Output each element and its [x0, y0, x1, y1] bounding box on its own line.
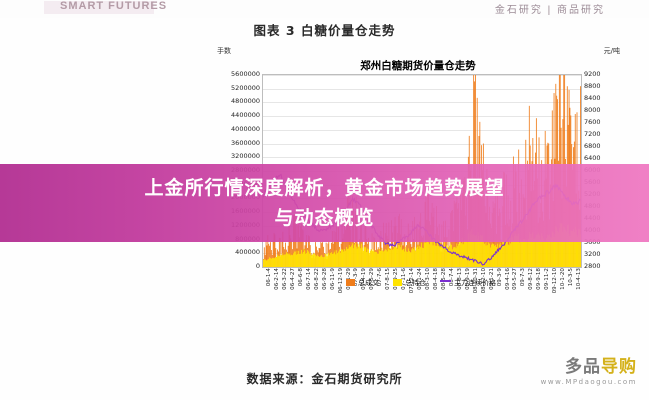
y-tick-left: 5600000 — [231, 70, 260, 78]
y-tick-right: 8400 — [584, 94, 601, 102]
brand-logo-text: SMART FUTURES — [60, 0, 168, 12]
watermark-main-b: 导购 — [601, 357, 637, 377]
y-tick-right: 9200 — [584, 70, 601, 78]
y-tick-right: 6800 — [584, 142, 601, 150]
figure-source: 数据来源：金石期货研究所 — [246, 372, 403, 386]
legend-color-swatch — [346, 279, 355, 286]
legend-item: 总持仓 — [393, 279, 426, 287]
banner-line-2: 与动态概览 — [274, 207, 375, 229]
watermark-main: 多品导购 — [541, 352, 637, 377]
legend-item: 主力连续价格 — [440, 279, 496, 287]
y-tick-right: 2800 — [584, 262, 601, 270]
y-tick-right: 8800 — [584, 82, 601, 90]
watermark-url: www.MPdaogou.com — [540, 378, 637, 386]
legend-label: 主力连续价格 — [454, 279, 496, 287]
header-left-bar — [44, 1, 154, 14]
y-tick-right: 7600 — [584, 118, 601, 126]
y-tick-right: 7200 — [584, 130, 601, 138]
figure-caption: 图表 3 白糖价量仓走势 — [253, 23, 396, 38]
y-axis-right-unit: 元/吨 — [603, 47, 620, 55]
x-axis-ticks: 06-1-4 06-2-14 06-3-22 06-4-27 06-6-8 06-7-14… — [262, 268, 582, 312]
y-tick-right: 3200 — [584, 250, 601, 258]
y-tick-left: 4400000 — [231, 111, 260, 120]
legend-label: 总成交 — [358, 279, 379, 287]
watermark: 多品导购 www.MPdaogou.com — [541, 352, 637, 386]
banner-overlay — [0, 164, 649, 242]
chart-title: 郑州白糖期货价量仓走势 — [360, 60, 476, 72]
header-right-text: 金石研究 | 商品研究 — [494, 5, 605, 16]
y-tick-right: 8000 — [584, 106, 601, 114]
y-tick-left: 400000 — [235, 248, 260, 257]
watermark-main-a: 多品 — [565, 357, 601, 377]
y-tick-left: 4800000 — [231, 97, 260, 106]
legend-label: 总持仓 — [405, 279, 426, 287]
legend-line-swatch — [440, 280, 451, 282]
y-tick-left: 3600000 — [231, 138, 260, 147]
y-tick-right: 6400 — [584, 154, 601, 162]
legend-color-swatch — [393, 279, 402, 286]
y-tick-right: 3600 — [584, 238, 601, 246]
y-axis-left-unit: 手数 — [217, 47, 231, 55]
y-tick-left: 5200000 — [231, 83, 260, 92]
top-header-strip: SMART FUTURES 金石研究 | 商品研究 — [0, 0, 649, 18]
y-tick-left: 4000000 — [231, 124, 260, 133]
y-tick-left: 0 — [255, 262, 260, 270]
y-tick-left: 3200000 — [231, 152, 260, 161]
banner-title: 上金所行情深度解析，黄金市场趋势展望 与动态概览 — [0, 164, 649, 242]
chart-legend: 总成交 总持仓 主力连续价格 — [262, 278, 580, 288]
legend-item: 总成交 — [346, 279, 379, 287]
banner-line-1: 上金所行情深度解析，黄金市场趋势展望 — [144, 177, 505, 199]
